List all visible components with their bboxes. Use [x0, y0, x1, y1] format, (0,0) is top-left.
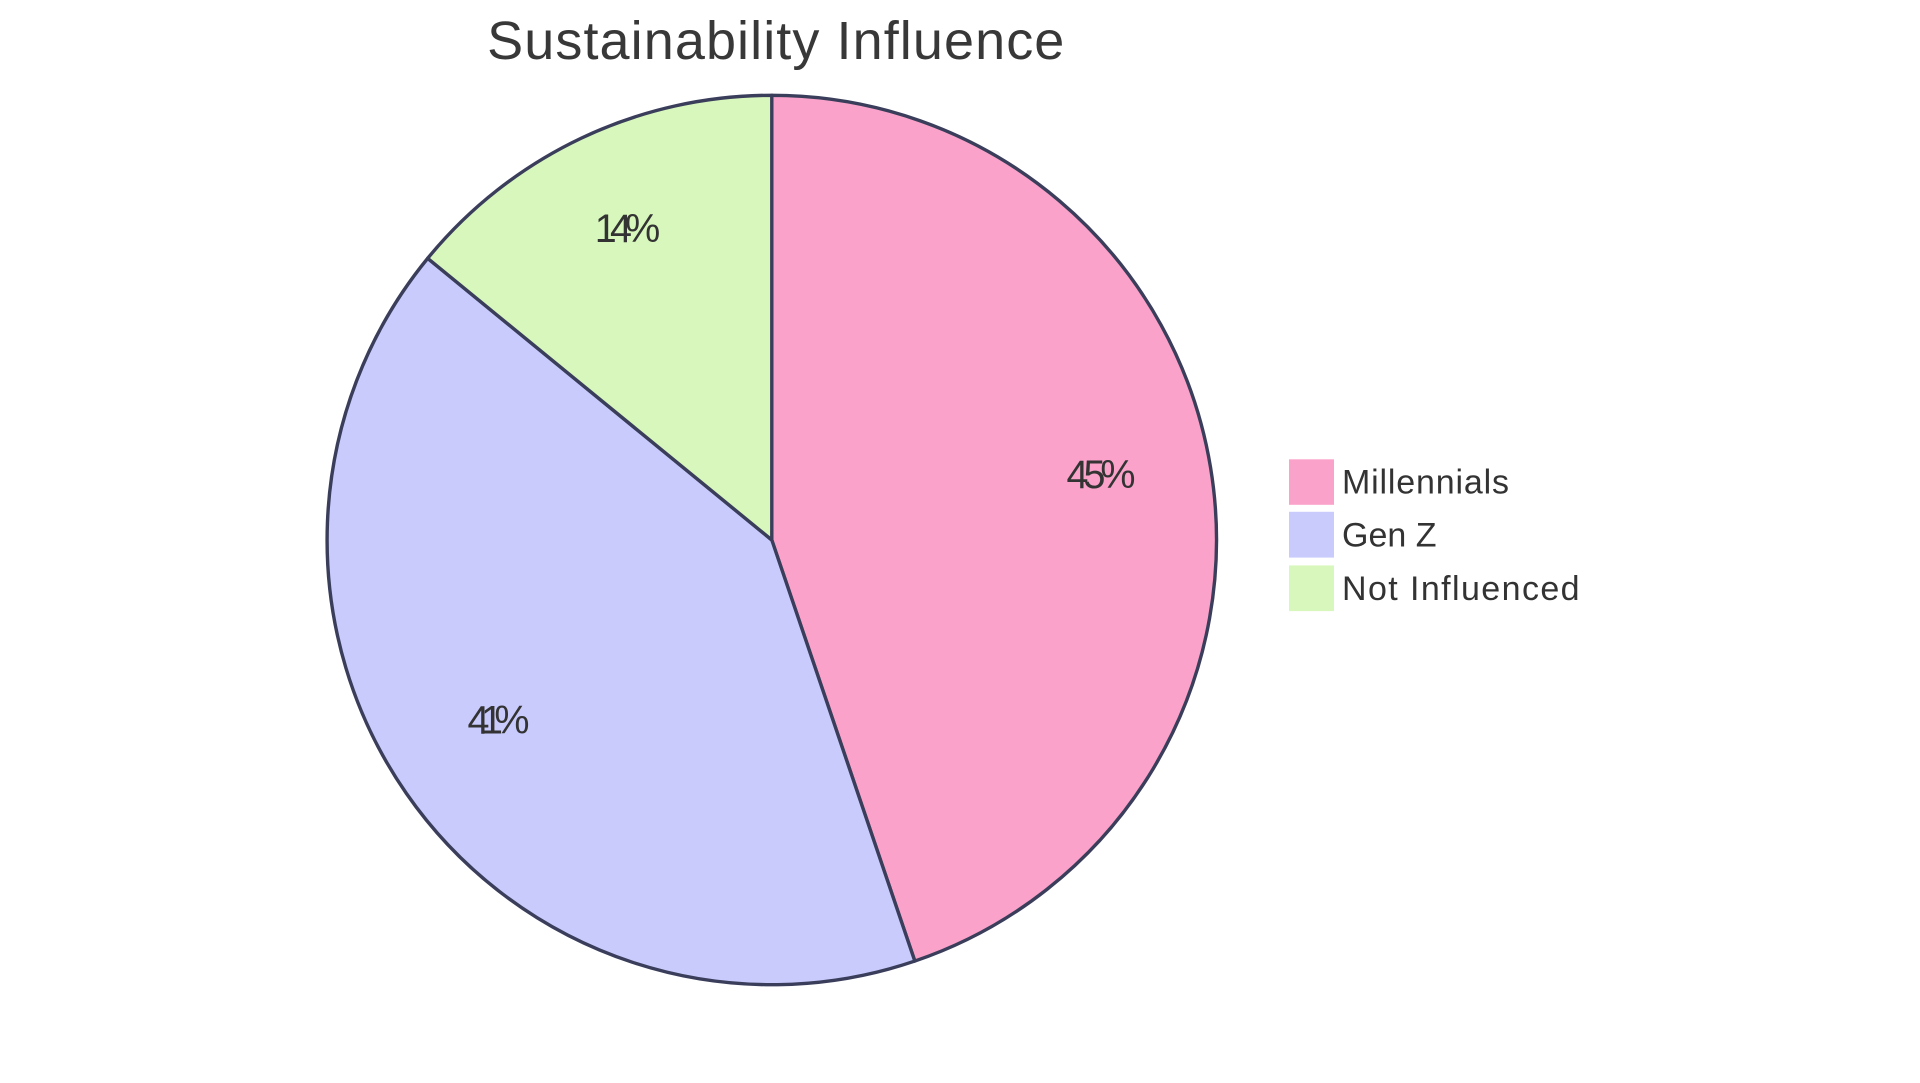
svg-text:45%: 45% — [1067, 453, 1136, 497]
svg-text:14%: 14% — [595, 207, 661, 251]
svg-text:Millennials: Millennials — [1342, 464, 1510, 502]
svg-text:Sustainability Influence: Sustainability Influence — [487, 11, 1065, 71]
svg-text:Not Influenced: Not Influenced — [1342, 570, 1581, 608]
svg-text:Gen Z: Gen Z — [1342, 517, 1436, 555]
svg-text:41%: 41% — [468, 699, 530, 743]
